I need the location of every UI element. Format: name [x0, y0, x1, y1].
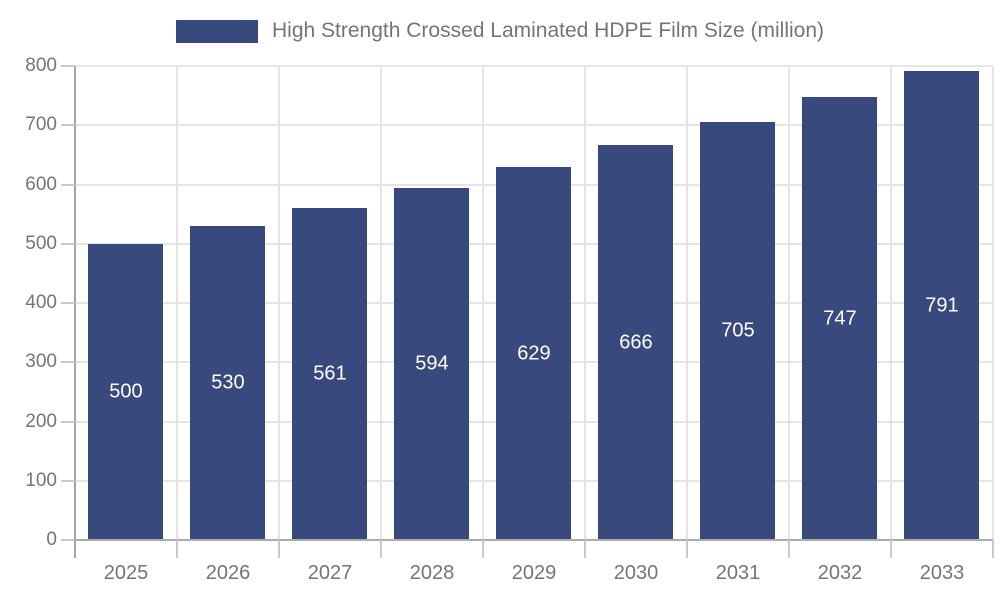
x-tick-label: 2029 — [511, 562, 557, 584]
y-axis-tick — [61, 302, 75, 304]
gridline-v — [992, 66, 994, 540]
x-axis-tick — [889, 540, 892, 558]
y-axis-tick — [61, 65, 75, 67]
y-axis-tick — [61, 479, 75, 482]
legend-swatch — [175, 19, 258, 43]
y-tick-label: 500 — [25, 232, 57, 254]
x-tick-label: 2031 — [715, 562, 761, 584]
y-tick-label: 300 — [25, 351, 57, 373]
x-tick-label: 2026 — [205, 562, 251, 584]
bar: 561 — [292, 207, 368, 540]
y-tick-label: 100 — [25, 469, 57, 491]
y-axis-tick — [61, 361, 75, 364]
y-tick-label: 600 — [25, 173, 57, 195]
y-tick-label: 0 — [46, 529, 57, 550]
y-axis-tick — [61, 539, 75, 541]
bar-value-label: 791 — [925, 294, 959, 317]
bar-value-label: 594 — [415, 352, 449, 375]
bar-value-label: 666 — [619, 331, 653, 354]
y-axis-labels: 0 100 200 300 400 500 600 700 800 — [0, 55, 57, 550]
y-axis-tick — [61, 242, 75, 245]
gridline-v — [685, 66, 688, 540]
x-axis-tick — [992, 540, 994, 558]
bar: 705 — [700, 122, 776, 540]
gridline-h — [75, 124, 993, 127]
x-axis-labels: 2025 2026 2027 2028 2029 2030 2031 2032 2033 — [75, 540, 993, 585]
bar: 666 — [598, 145, 674, 540]
y-tick-label: 400 — [25, 292, 57, 313]
gridline-v — [277, 66, 280, 540]
gridline-v — [379, 66, 382, 540]
x-tick-label: 2030 — [613, 562, 659, 584]
bar-value-label: 629 — [517, 342, 551, 365]
x-axis-tick — [481, 540, 484, 558]
bar: 500 — [88, 243, 164, 540]
x-axis-tick — [379, 540, 382, 558]
x-axis-tick — [74, 540, 76, 558]
x-tick-label: 2032 — [817, 562, 863, 584]
gridline-v — [788, 66, 790, 540]
bar-value-label: 561 — [313, 362, 347, 385]
y-tick-label: 200 — [25, 410, 57, 432]
x-axis-tick — [685, 540, 688, 558]
gridline-v — [889, 66, 892, 540]
bar: 791 — [904, 71, 980, 540]
legend-label: High Strength Crossed Laminated HDPE Fil… — [271, 19, 825, 42]
x-axis-tick — [175, 540, 178, 558]
bar: 594 — [394, 188, 470, 540]
y-tick-label: 700 — [25, 114, 57, 136]
x-tick-label: 2025 — [103, 562, 149, 584]
bar-value-label: 747 — [823, 307, 857, 330]
bar: 530 — [190, 225, 266, 540]
gridline-h — [75, 65, 993, 67]
y-axis-tick — [61, 124, 75, 127]
bar-value-label: 500 — [109, 380, 143, 403]
bar-value-label: 530 — [211, 371, 245, 394]
gridline-v — [175, 66, 178, 540]
y-axis-tick — [61, 420, 75, 423]
y-axis-line — [74, 66, 76, 558]
gridline-v — [481, 66, 484, 540]
x-axis-tick — [584, 540, 586, 558]
gridline-v — [584, 66, 586, 540]
x-tick-label: 2028 — [409, 562, 455, 584]
plot-area: 500 530 561 594 629 666 705 747 791 — [61, 65, 994, 558]
x-axis-tick — [788, 540, 790, 558]
x-axis-line — [75, 539, 993, 541]
y-axis-tick — [61, 183, 75, 186]
y-tick-label: 800 — [25, 55, 57, 76]
chart-legend: High Strength Crossed Laminated HDPE Fil… — [0, 19, 1000, 43]
bar: 747 — [802, 97, 878, 540]
x-tick-label: 2033 — [919, 562, 965, 584]
bar: 629 — [496, 167, 572, 540]
x-tick-label: 2027 — [307, 562, 353, 584]
x-axis-tick — [277, 540, 280, 558]
bar-value-label: 705 — [721, 319, 755, 342]
